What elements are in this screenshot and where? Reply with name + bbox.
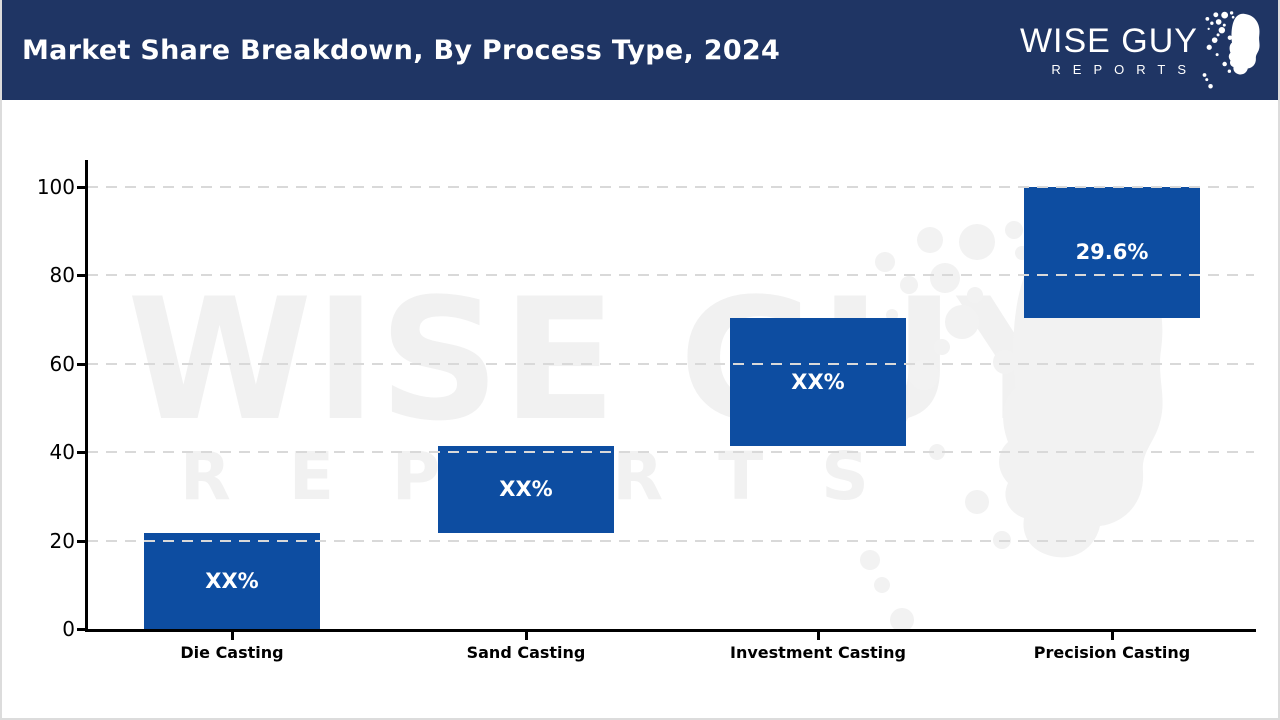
chart-bar-die-casting: XX%: [144, 532, 320, 629]
logo-wordmark: WISE GUY: [1019, 21, 1198, 60]
y-axis-tick-mark: [77, 451, 87, 455]
header-bar: Market Share Breakdown, By Process Type,…: [2, 0, 1278, 100]
axes: 0 20 40 60 80 100 XX% Die Casting XX% Sand Castin…: [2, 100, 1278, 718]
y-axis-line: [85, 160, 88, 632]
chart-bar-precision-casting: 29.6%: [1024, 187, 1200, 318]
watermark-wordmark: WISE GUY: [127, 262, 1082, 458]
y-axis-tick-mark: [77, 628, 87, 631]
x-axis-tick-mark: [1111, 631, 1114, 640]
y-axis-tick-mark: [77, 539, 87, 543]
y-axis-tick-label: 60: [49, 351, 75, 376]
gridline-100: [87, 186, 1254, 188]
wiseguy-face-icon: [1202, 10, 1260, 88]
y-axis-tick-label: 0: [62, 617, 75, 641]
y-axis-tick-mark: [77, 274, 87, 278]
gridline-40: [87, 451, 1254, 454]
bar-value-label: XX%: [791, 369, 845, 394]
gridline-20: [87, 539, 1254, 542]
bar-value-label: XX%: [499, 477, 553, 502]
bar-value-label: XX%: [205, 568, 259, 593]
chart-bar-investment-casting: XX%: [730, 317, 906, 446]
x-axis-tick-mark: [817, 631, 820, 640]
y-axis-tick-mark: [77, 186, 87, 189]
x-axis-category-label: Precision Casting: [1033, 643, 1191, 662]
y-axis-tick-mark: [77, 362, 87, 366]
y-axis-tick-label: 100: [36, 175, 75, 199]
logo-subtitle: REPORTS: [1051, 61, 1198, 77]
x-axis-category-label: Investment Casting: [730, 643, 906, 662]
y-axis-tick-label: 40: [49, 440, 75, 465]
chart-title: Market Share Breakdown, By Process Type,…: [22, 34, 781, 66]
bar-value-label: 29.6%: [1075, 240, 1149, 265]
y-axis-tick-label: 80: [49, 263, 75, 288]
x-axis-tick-mark: [231, 631, 234, 640]
y-axis-tick-label: 20: [49, 528, 75, 553]
x-axis-line: [85, 629, 1256, 632]
logo-text: WISE GUY REPORTS: [1020, 24, 1198, 77]
x-axis-tick-mark: [525, 631, 528, 640]
x-axis-category-label: Sand Casting: [466, 643, 586, 662]
gridline-60: [87, 362, 1254, 365]
chart-bar-sand-casting: XX%: [438, 446, 614, 533]
wise-guy-reports-logo: WISE GUY REPORTS: [1020, 10, 1268, 90]
x-axis-category-label: Die Casting: [180, 643, 284, 662]
gridline-80: [87, 274, 1254, 277]
